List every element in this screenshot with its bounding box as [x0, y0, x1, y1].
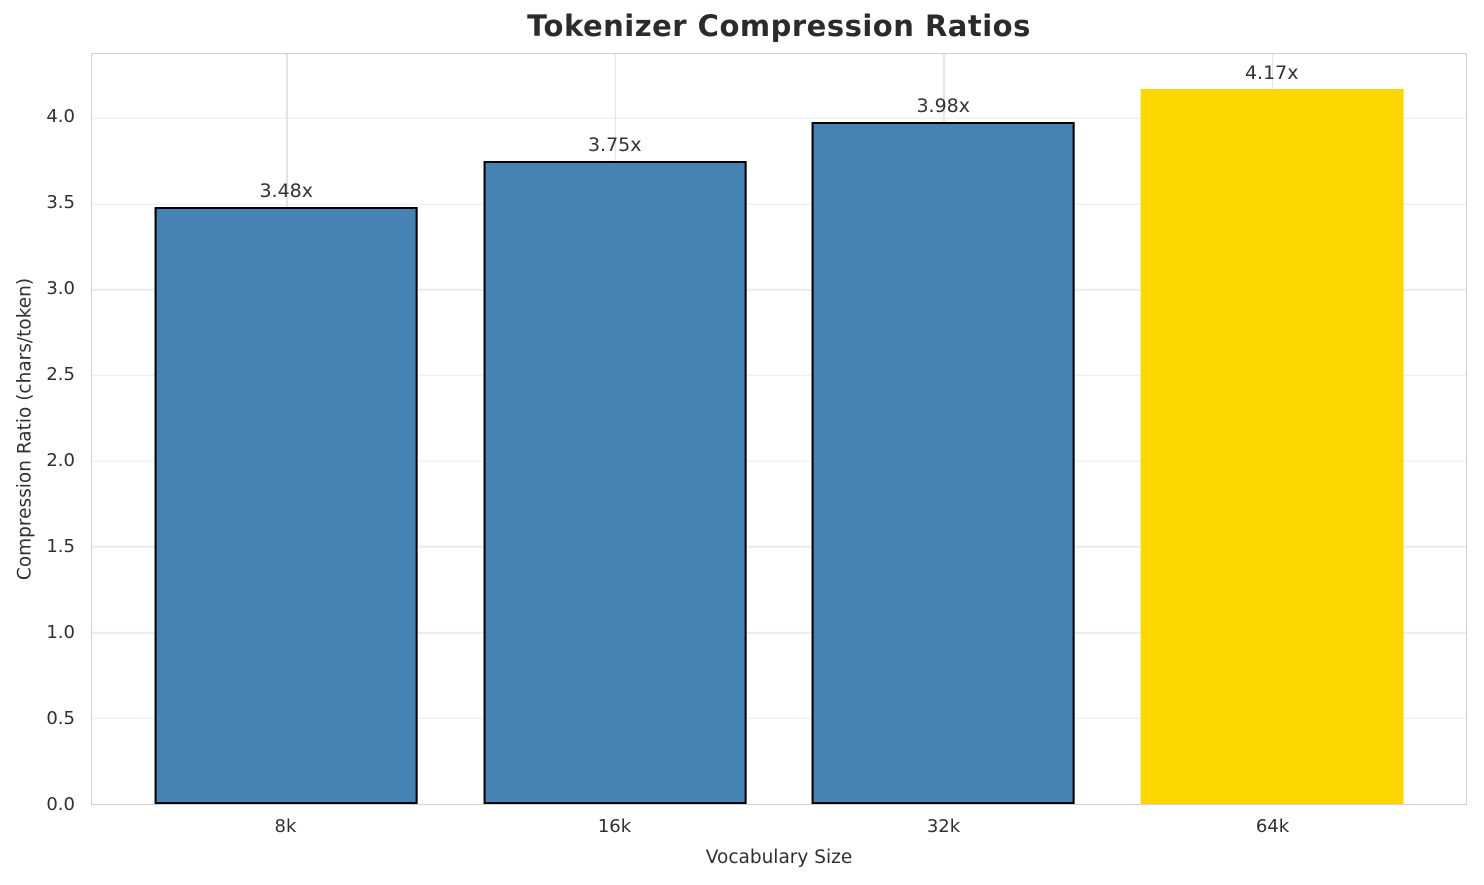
bars-container: 3.48x 3.75x 3.98x 4.17x: [92, 54, 1466, 804]
x-axis-label: Vocabulary Size: [705, 847, 853, 868]
chart-title: Tokenizer Compression Ratios: [527, 9, 1031, 43]
bar-value-label: 3.48x: [259, 180, 314, 203]
gridlines: [92, 54, 1466, 804]
bar-slot-64k: 4.17x: [1108, 54, 1437, 804]
y-tick-label: 1.0: [46, 622, 75, 644]
x-tick-label-64k: 64k: [1255, 816, 1290, 837]
x-tick-label-8k: 8k: [274, 816, 297, 837]
bar-value-label: 4.17x: [1244, 62, 1299, 85]
y-tick-label: 4.0: [46, 106, 75, 128]
y-tick-label: 3.0: [46, 278, 75, 300]
bar-value-label: 3.98x: [916, 94, 971, 117]
bar-32k[interactable]: [811, 121, 1075, 804]
y-tick-label: 0.5: [46, 708, 75, 730]
h-gridline: [92, 631, 1466, 634]
y-tick-label: 2.0: [46, 450, 75, 472]
x-axis-ticks: 8k 16k 32k 64k: [91, 816, 1467, 837]
bar-64k[interactable]: [1140, 89, 1404, 804]
h-gridline: [92, 546, 1466, 548]
h-gridline: [92, 460, 1466, 462]
h-gridline: [92, 203, 1466, 205]
x-tick-label-32k: 32k: [926, 816, 961, 837]
h-gridline: [92, 374, 1466, 377]
bar-slot-32k: 3.98x: [779, 54, 1108, 804]
bar-8k[interactable]: [154, 207, 418, 804]
x-tick-label-16k: 16k: [597, 816, 632, 837]
bar-slot-16k: 3.75x: [451, 54, 780, 804]
y-tick-label: 0.0: [46, 794, 75, 815]
y-axis-ticks: 0.0 0.5 1.0 1.5 2.0 2.5 3.0 3.5 4.0: [0, 53, 83, 814]
bar-slot-8k: 3.48x: [122, 54, 451, 804]
y-tick-label: 1.5: [46, 536, 75, 558]
h-gridline: [92, 288, 1466, 291]
bar-value-label: 3.75x: [587, 134, 642, 157]
plot-area: 3.48x 3.75x 3.98x 4.17x: [91, 53, 1467, 805]
y-tick-label: 3.5: [46, 192, 75, 214]
bar-16k[interactable]: [483, 161, 747, 804]
h-gridline: [92, 117, 1466, 120]
h-gridline: [92, 717, 1466, 720]
y-tick-label: 2.5: [46, 364, 75, 386]
